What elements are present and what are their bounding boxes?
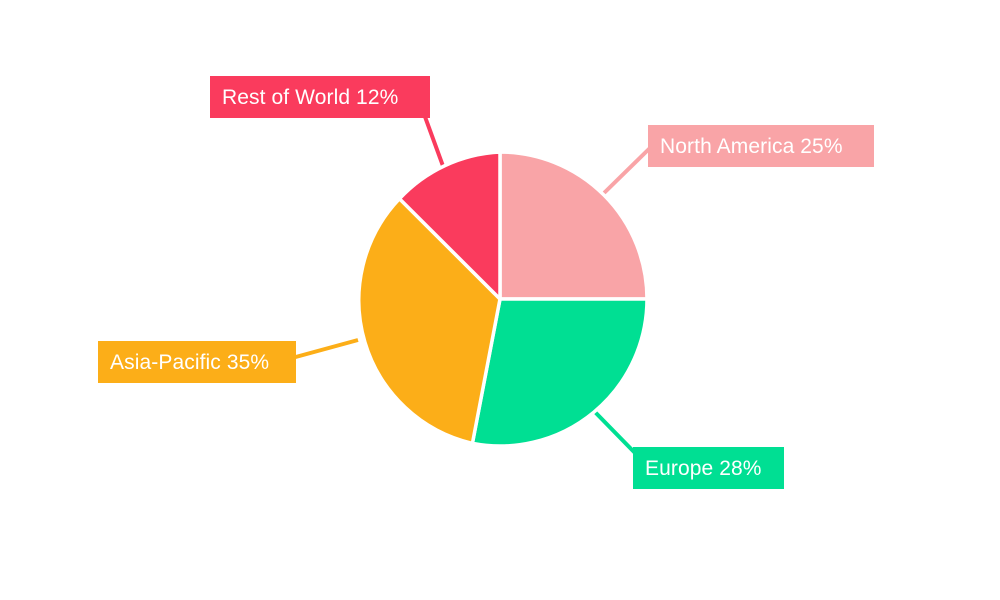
pie-label-asia-pacific[interactable]: Asia-Pacific 35%: [98, 341, 296, 383]
pie-label-north-america[interactable]: North America 25%: [648, 125, 874, 167]
leader-line-north-america: [601, 145, 653, 196]
pie-label-europe[interactable]: Europe 28%: [633, 447, 784, 489]
pie-label-north-america-text: North America 25%: [660, 134, 843, 158]
pie-label-europe-text: Europe 28%: [645, 456, 762, 480]
pie-slices: [357, 150, 649, 448]
pie-slice-europe[interactable]: [470, 297, 649, 448]
pie-label-rest-of-world[interactable]: Rest of World 12%: [210, 76, 430, 118]
leader-line-asia-pacific: [291, 338, 359, 360]
pie-slice-asia-pacific[interactable]: [357, 196, 502, 446]
pie-slice-rest-of-world[interactable]: [397, 150, 502, 301]
pie-label-rest-of-world-text: Rest of World 12%: [222, 85, 399, 109]
pie-slice-north-america[interactable]: [498, 150, 649, 301]
pie-label-asia-pacific-text: Asia-Pacific 35%: [110, 350, 270, 374]
leader-line-europe: [592, 409, 639, 457]
